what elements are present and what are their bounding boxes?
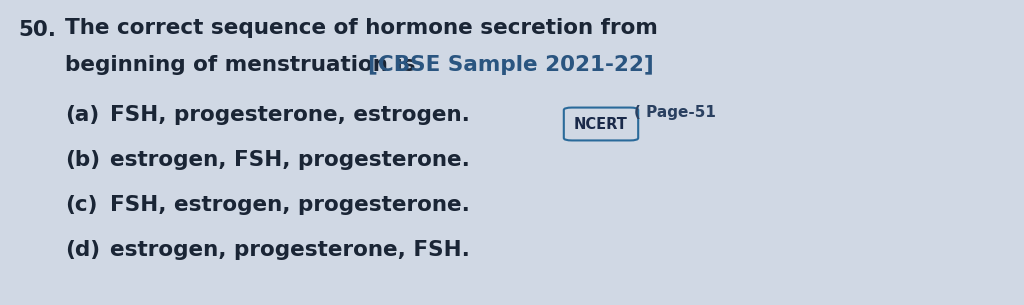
- Text: NCERT: NCERT: [574, 117, 628, 131]
- Text: (d): (d): [65, 240, 100, 260]
- Text: ( Page-51: ( Page-51: [634, 105, 716, 120]
- Text: FSH, estrogen, progesterone.: FSH, estrogen, progesterone.: [110, 195, 470, 215]
- Text: [CBSE Sample 2021-22]: [CBSE Sample 2021-22]: [368, 55, 653, 75]
- Text: beginning of menstruation is: beginning of menstruation is: [65, 55, 416, 75]
- Text: estrogen, FSH, progesterone.: estrogen, FSH, progesterone.: [110, 150, 470, 170]
- Text: (a): (a): [65, 105, 99, 125]
- Text: The correct sequence of hormone secretion from: The correct sequence of hormone secretio…: [65, 18, 657, 38]
- Text: 50.: 50.: [18, 20, 56, 40]
- Text: (b): (b): [65, 150, 100, 170]
- Text: FSH, progesterone, estrogen.: FSH, progesterone, estrogen.: [110, 105, 470, 125]
- Text: (c): (c): [65, 195, 97, 215]
- Text: estrogen, progesterone, FSH.: estrogen, progesterone, FSH.: [110, 240, 470, 260]
